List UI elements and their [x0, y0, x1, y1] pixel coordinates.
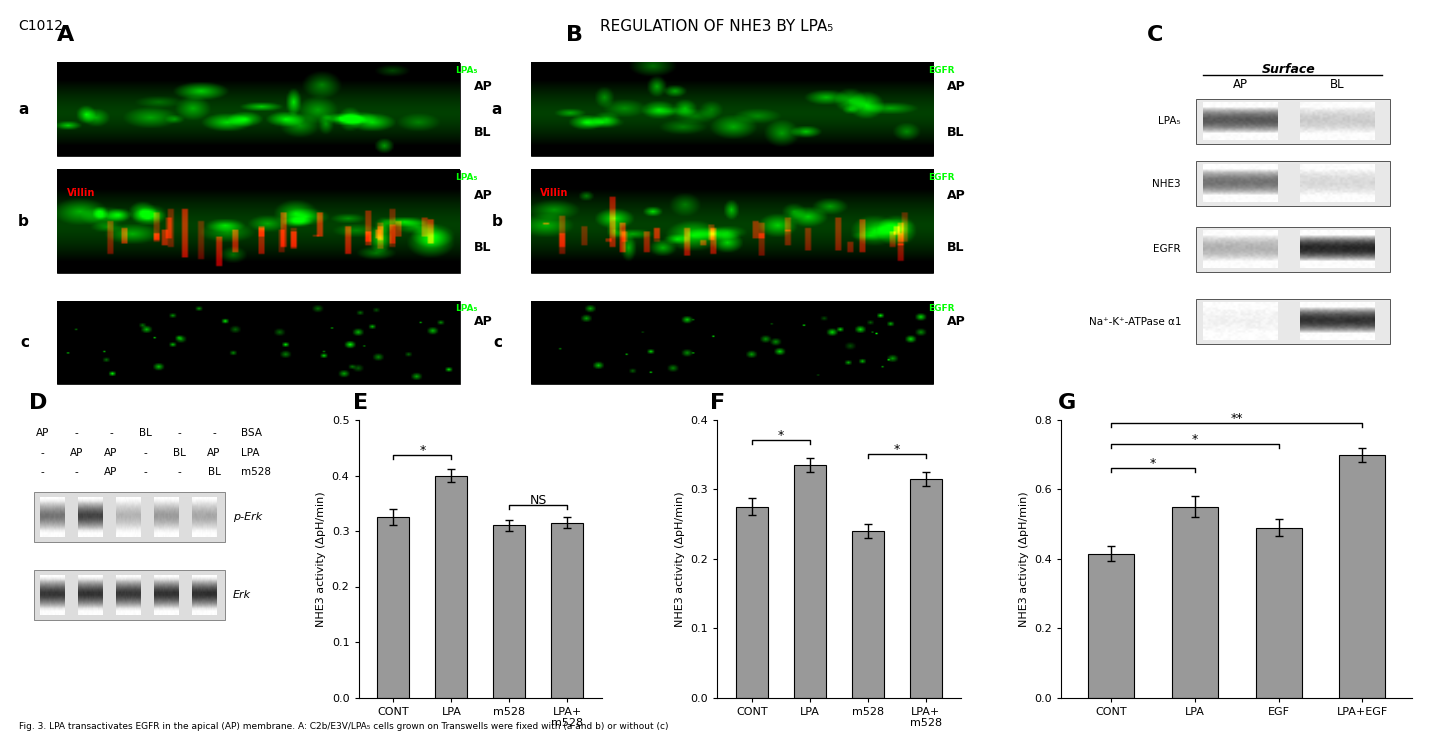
- Text: G: G: [1058, 393, 1077, 412]
- Bar: [736, 507, 767, 698]
- Text: AP: AP: [208, 448, 221, 458]
- Text: E: E: [353, 393, 369, 412]
- Text: *: *: [1150, 457, 1156, 470]
- Bar: [1196, 99, 1390, 144]
- Text: -: -: [143, 467, 148, 477]
- Bar: [1256, 527, 1302, 698]
- Bar: [1339, 454, 1385, 698]
- Text: c: c: [493, 334, 502, 350]
- Text: a: a: [492, 102, 502, 117]
- Text: LPA₅: LPA₅: [1159, 116, 1182, 127]
- Text: AP: AP: [105, 467, 118, 477]
- Text: b: b: [492, 214, 502, 229]
- Bar: [552, 523, 584, 698]
- Text: AP: AP: [946, 80, 965, 93]
- Text: Villin: Villin: [67, 188, 95, 199]
- Text: EGFR: EGFR: [1153, 244, 1182, 254]
- Text: A: A: [57, 26, 75, 45]
- Text: AP: AP: [36, 428, 49, 438]
- Y-axis label: NHE3 activity (ΔpH/min): NHE3 activity (ΔpH/min): [1018, 491, 1028, 626]
- Text: BL: BL: [1331, 79, 1345, 92]
- Y-axis label: NHE3 activity (ΔpH/min): NHE3 activity (ΔpH/min): [674, 491, 684, 626]
- Y-axis label: NHE3 activity (ΔpH/min): NHE3 activity (ΔpH/min): [315, 491, 326, 626]
- Bar: [377, 518, 409, 698]
- Text: p-Erk: p-Erk: [232, 512, 262, 522]
- Bar: [1196, 161, 1390, 206]
- Bar: [34, 570, 225, 620]
- Text: -: -: [75, 428, 79, 438]
- Text: C: C: [1147, 26, 1163, 45]
- Bar: [531, 170, 932, 273]
- Text: Surface: Surface: [1262, 63, 1316, 76]
- Text: b: b: [19, 214, 29, 229]
- Text: BL: BL: [473, 241, 492, 254]
- Text: -: -: [212, 428, 217, 438]
- Text: AP: AP: [70, 448, 83, 458]
- Bar: [57, 63, 459, 156]
- Text: AP: AP: [473, 189, 492, 202]
- Text: LPA₅: LPA₅: [455, 173, 478, 182]
- Text: c: c: [20, 334, 29, 350]
- Bar: [57, 170, 459, 273]
- Text: a: a: [19, 102, 29, 117]
- Text: LPA: LPA: [241, 448, 260, 458]
- Text: -: -: [178, 428, 182, 438]
- Text: NHE3: NHE3: [1153, 178, 1182, 188]
- Bar: [1172, 507, 1217, 698]
- Bar: [1196, 226, 1390, 272]
- Text: -: -: [75, 467, 79, 477]
- Text: C1012: C1012: [19, 19, 63, 33]
- Text: BL: BL: [174, 448, 186, 458]
- Text: Na⁺-K⁺-ATPase α1: Na⁺-K⁺-ATPase α1: [1088, 316, 1182, 326]
- Text: **: **: [1230, 413, 1243, 425]
- Text: Fig. 3. LPA transactivates EGFR in the apical (AP) membrane. A: C2b/E3V/LPA₅ cel: Fig. 3. LPA transactivates EGFR in the a…: [19, 722, 668, 731]
- Text: EGFR: EGFR: [928, 173, 955, 182]
- Text: BL: BL: [946, 126, 965, 140]
- Text: BL: BL: [139, 428, 152, 438]
- Bar: [1088, 554, 1134, 698]
- Text: NS: NS: [529, 494, 548, 507]
- Text: EGFR: EGFR: [928, 66, 955, 75]
- Text: m528: m528: [241, 467, 271, 477]
- Bar: [531, 301, 932, 384]
- Text: AP: AP: [473, 315, 492, 328]
- Bar: [57, 301, 459, 384]
- Text: *: *: [419, 444, 426, 457]
- Text: LPA₅: LPA₅: [455, 304, 478, 313]
- Text: -: -: [109, 428, 113, 438]
- Text: BSA: BSA: [241, 428, 262, 438]
- Text: AP: AP: [1233, 79, 1248, 92]
- Text: -: -: [178, 467, 182, 477]
- Bar: [436, 476, 467, 698]
- Text: -: -: [40, 448, 44, 458]
- Text: AP: AP: [105, 448, 118, 458]
- Text: *: *: [1192, 433, 1199, 445]
- Text: -: -: [40, 467, 44, 477]
- Text: D: D: [29, 393, 47, 412]
- Text: EGFR: EGFR: [928, 304, 955, 313]
- Bar: [1196, 299, 1390, 344]
- Text: REGULATION OF NHE3 BY LPA₅: REGULATION OF NHE3 BY LPA₅: [601, 19, 833, 34]
- Text: AP: AP: [946, 315, 965, 328]
- Text: *: *: [777, 429, 784, 442]
- Text: -: -: [143, 448, 148, 458]
- Bar: [794, 465, 826, 698]
- Text: F: F: [710, 393, 726, 412]
- Text: AP: AP: [473, 80, 492, 93]
- Text: Villin: Villin: [541, 188, 568, 199]
- Text: BL: BL: [946, 241, 965, 254]
- Bar: [911, 479, 942, 698]
- Bar: [852, 531, 883, 698]
- Text: BL: BL: [208, 467, 221, 477]
- Text: LPA₅: LPA₅: [455, 66, 478, 75]
- Text: BL: BL: [473, 126, 492, 140]
- Bar: [34, 492, 225, 542]
- Text: *: *: [893, 443, 901, 456]
- Bar: [493, 526, 525, 698]
- Text: AP: AP: [946, 189, 965, 202]
- Bar: [531, 63, 932, 156]
- Text: Erk: Erk: [232, 590, 251, 600]
- Text: B: B: [566, 26, 584, 45]
